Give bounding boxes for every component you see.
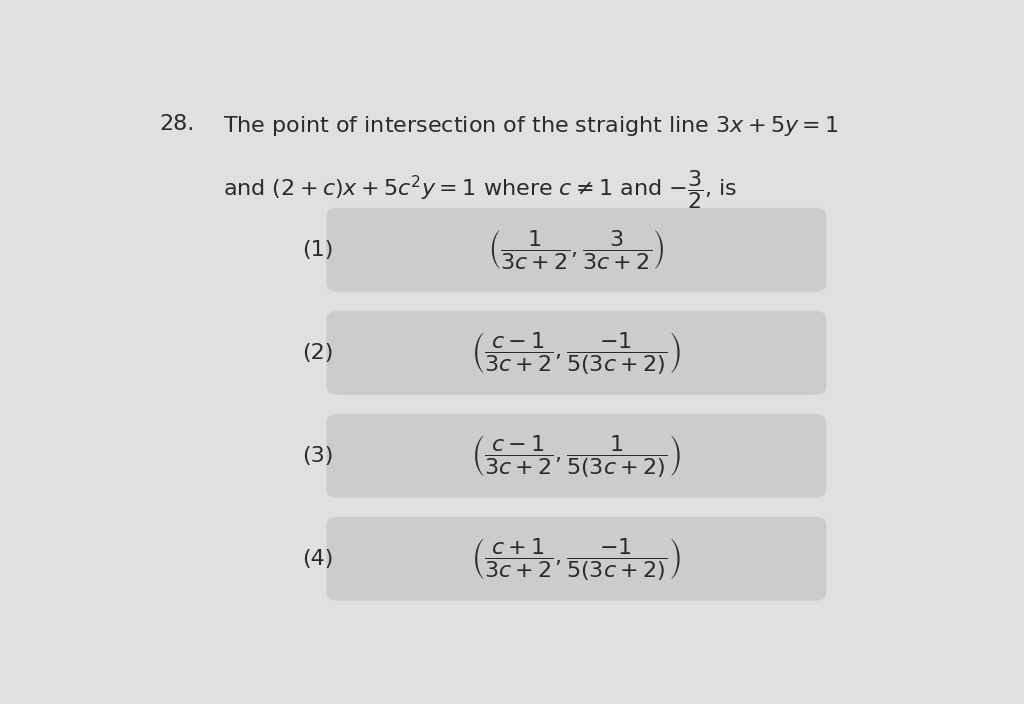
Text: (2): (2) [303, 343, 334, 363]
Text: (3): (3) [303, 446, 334, 466]
Text: and $(2 + c)x + 5c^2y = 1$ where $c \neq 1$ and $-\dfrac{3}{2}$, is: and $(2 + c)x + 5c^2y = 1$ where $c \neq… [223, 168, 737, 211]
FancyBboxPatch shape [327, 414, 826, 498]
Text: 28.: 28. [160, 114, 195, 134]
Text: $\left(\dfrac{1}{3c+2},\dfrac{3}{3c+2}\right)$: $\left(\dfrac{1}{3c+2},\dfrac{3}{3c+2}\r… [488, 228, 665, 271]
FancyBboxPatch shape [327, 517, 826, 601]
FancyBboxPatch shape [327, 310, 826, 395]
FancyBboxPatch shape [327, 208, 826, 292]
Text: (1): (1) [303, 240, 334, 260]
Text: $\left(\dfrac{c-1}{3c+2},\dfrac{1}{5(3c+2)}\right)$: $\left(\dfrac{c-1}{3c+2},\dfrac{1}{5(3c+… [471, 433, 681, 479]
Text: $\left(\dfrac{c+1}{3c+2},\dfrac{-1}{5(3c+2)}\right)$: $\left(\dfrac{c+1}{3c+2},\dfrac{-1}{5(3c… [471, 536, 681, 582]
Text: $\left(\dfrac{c-1}{3c+2},\dfrac{-1}{5(3c+2)}\right)$: $\left(\dfrac{c-1}{3c+2},\dfrac{-1}{5(3c… [471, 329, 681, 376]
Text: (4): (4) [303, 549, 334, 569]
Text: The point of intersection of the straight line $3x + 5y = 1$: The point of intersection of the straigh… [223, 114, 839, 138]
